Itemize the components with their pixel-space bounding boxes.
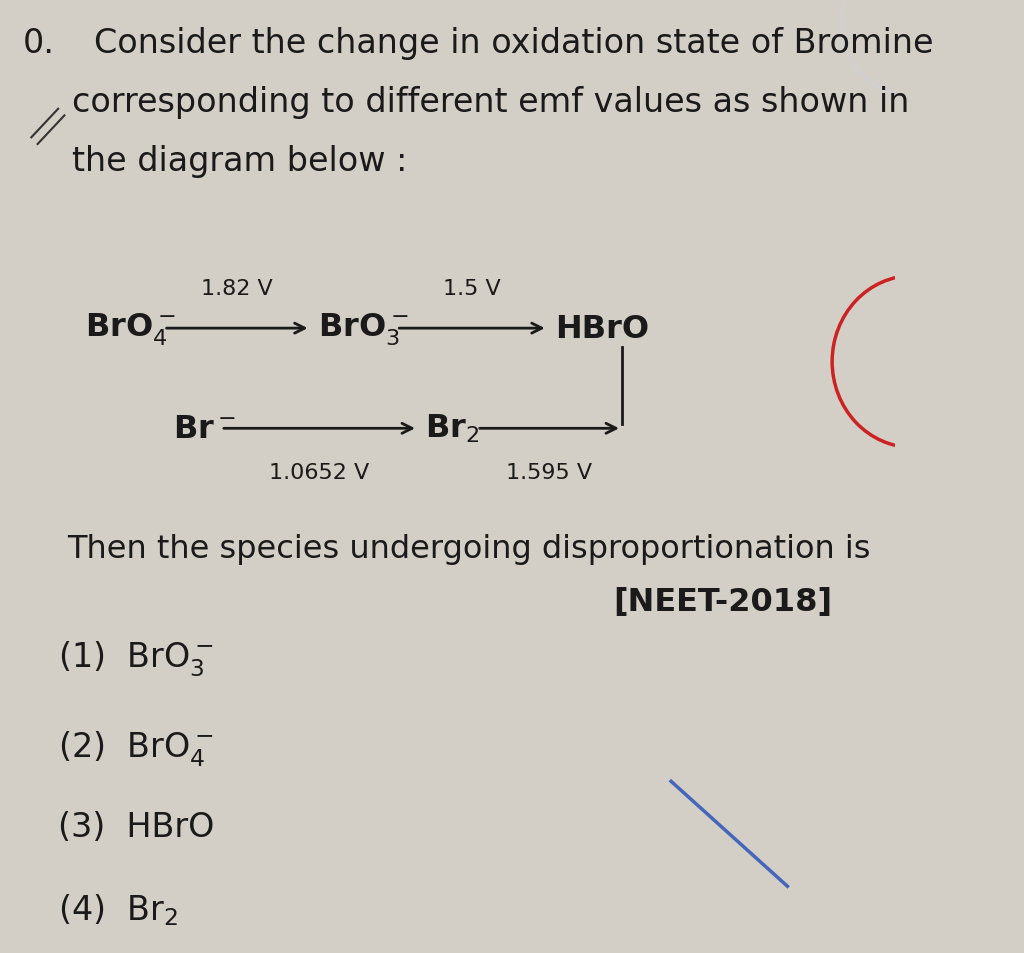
Text: Consider the change in oxidation state of Bromine: Consider the change in oxidation state o… <box>94 27 934 60</box>
Text: the diagram below :: the diagram below : <box>72 145 407 178</box>
Text: Br$_2$: Br$_2$ <box>425 413 479 445</box>
Text: [NEET-2018]: [NEET-2018] <box>613 586 833 617</box>
Text: BrO$_3^-$: BrO$_3^-$ <box>317 311 409 347</box>
Text: 1.82 V: 1.82 V <box>202 278 273 298</box>
Text: (4)  Br$_2$: (4) Br$_2$ <box>58 891 178 926</box>
Text: Br$^-$: Br$^-$ <box>173 414 236 444</box>
Text: Then the species undergoing disproportionation is: Then the species undergoing disproportio… <box>68 534 870 564</box>
Text: HBrO: HBrO <box>555 314 649 344</box>
Text: 1.5 V: 1.5 V <box>443 278 501 298</box>
Text: 1.595 V: 1.595 V <box>506 462 593 482</box>
Text: (1)  BrO$_3^-$: (1) BrO$_3^-$ <box>58 639 214 678</box>
Text: corresponding to different emf values as shown in: corresponding to different emf values as… <box>72 86 909 119</box>
Text: BrO$_4^-$: BrO$_4^-$ <box>85 311 175 347</box>
Text: (3)  HBrO: (3) HBrO <box>58 810 215 843</box>
Text: 1.0652 V: 1.0652 V <box>269 462 370 482</box>
Text: 0.: 0. <box>23 27 54 60</box>
Text: (2)  BrO$_4^-$: (2) BrO$_4^-$ <box>58 729 214 768</box>
